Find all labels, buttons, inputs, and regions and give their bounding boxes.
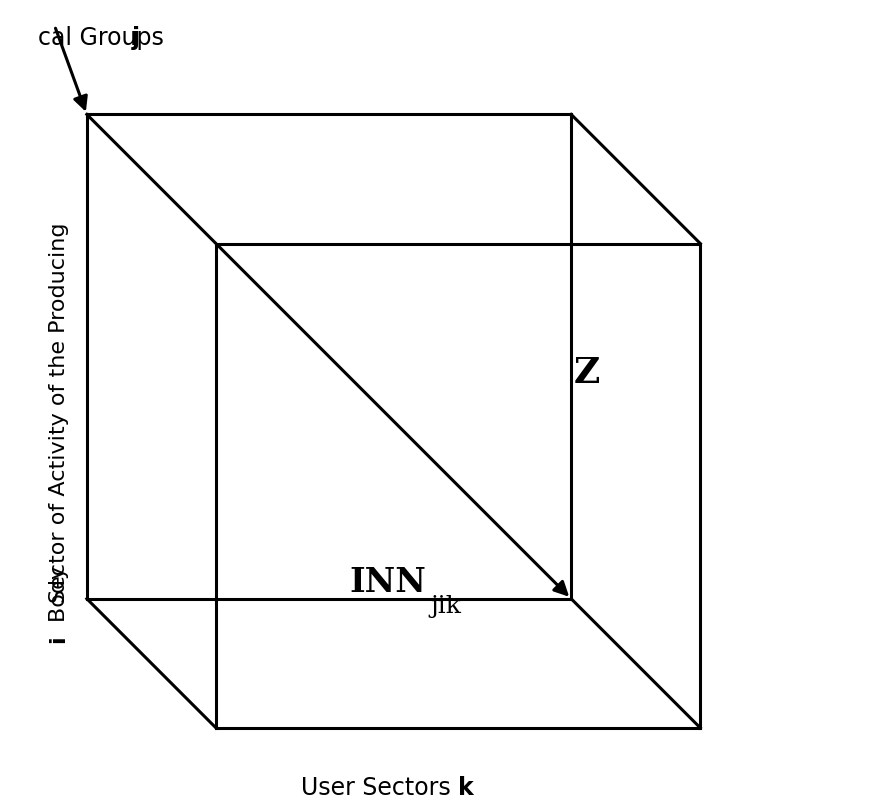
Text: i: i — [49, 635, 69, 643]
Text: cal Groups: cal Groups — [38, 26, 171, 49]
Text: Sector of Activity of the Producing: Sector of Activity of the Producing — [49, 223, 69, 603]
Text: INN: INN — [349, 566, 426, 599]
Text: jik: jik — [430, 595, 461, 618]
Text: Z: Z — [575, 356, 600, 390]
Text: User Sectors: User Sectors — [301, 777, 458, 800]
Text: k: k — [458, 777, 474, 800]
Text: j: j — [132, 26, 140, 49]
Text: Body: Body — [49, 559, 69, 622]
